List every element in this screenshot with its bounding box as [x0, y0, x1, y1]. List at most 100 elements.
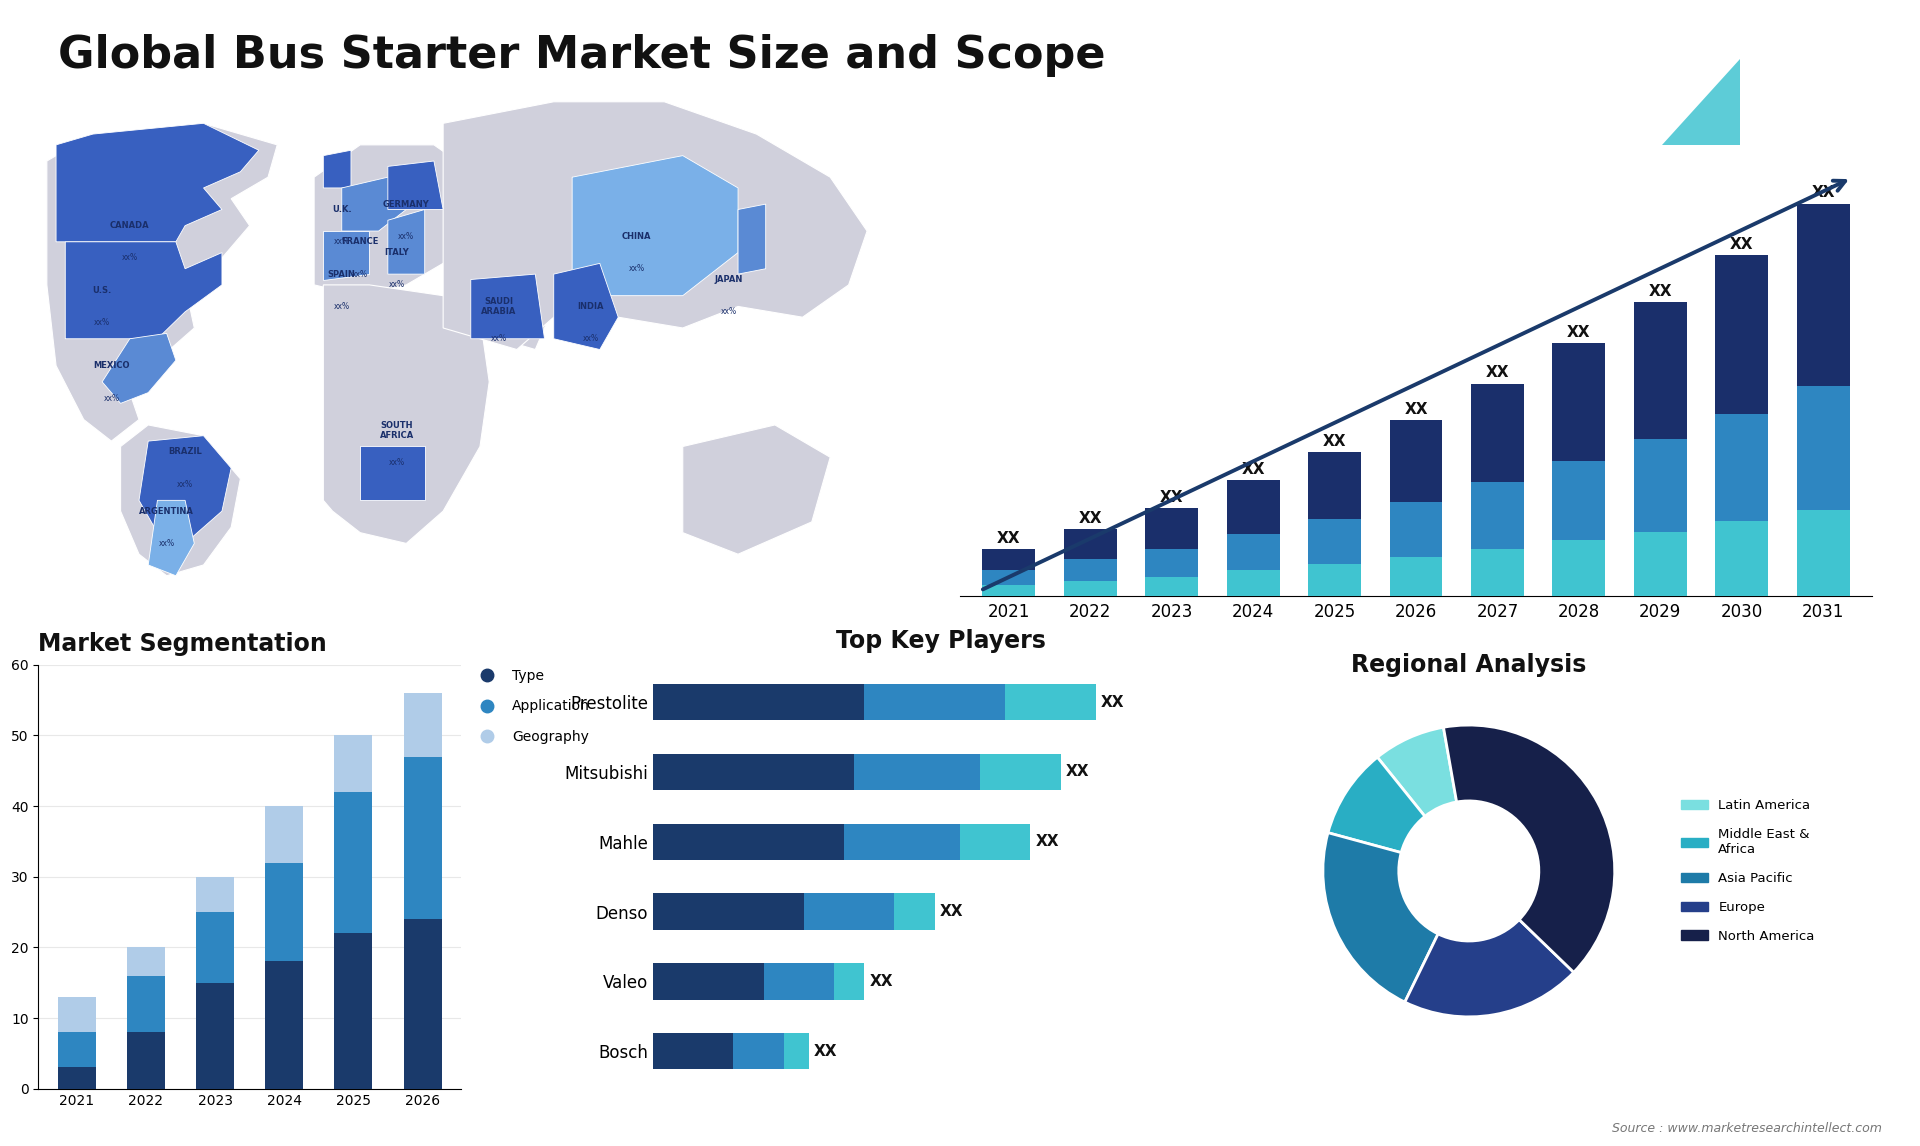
Text: xx%: xx% [390, 458, 405, 468]
Polygon shape [461, 264, 553, 350]
Bar [1006, 684, 1096, 721]
Polygon shape [388, 210, 424, 274]
Text: xx%: xx% [628, 265, 645, 273]
Bar [653, 894, 804, 929]
Bar [653, 754, 854, 790]
Bar [854, 754, 979, 790]
Text: xx%: xx% [582, 335, 599, 344]
Polygon shape [323, 150, 351, 188]
Text: XX: XX [1404, 402, 1428, 417]
Bar [265, 961, 303, 1089]
Title: Regional Analysis: Regional Analysis [1352, 653, 1586, 677]
Legend: Type, Application, Geography: Type, Application, Geography [468, 664, 595, 749]
Text: CANADA: CANADA [109, 221, 150, 230]
Polygon shape [1663, 58, 1740, 144]
Text: xx%: xx% [94, 319, 109, 327]
Bar [653, 824, 845, 860]
Bar [196, 877, 234, 912]
Text: XX: XX [1079, 511, 1102, 526]
Polygon shape [65, 242, 223, 339]
Text: SAUDI
ARABIA: SAUDI ARABIA [480, 297, 516, 316]
Text: xx%: xx% [177, 480, 194, 488]
Bar [1308, 453, 1361, 519]
Bar [1553, 343, 1605, 461]
Polygon shape [470, 274, 545, 339]
Polygon shape [148, 501, 194, 575]
Polygon shape [737, 204, 766, 274]
Bar [1227, 571, 1279, 596]
Wedge shape [1444, 725, 1615, 972]
Bar [1227, 480, 1279, 534]
Bar [833, 964, 864, 999]
Bar [1634, 303, 1688, 439]
Bar [764, 964, 833, 999]
Polygon shape [553, 264, 618, 350]
Bar [1715, 414, 1768, 521]
Bar [403, 919, 442, 1089]
Bar [403, 693, 442, 756]
Text: CHINA: CHINA [622, 231, 651, 241]
Text: xx%: xx% [390, 281, 405, 290]
Bar [1634, 532, 1688, 596]
Text: XX: XX [1567, 324, 1590, 339]
Bar [334, 933, 372, 1089]
Bar [265, 806, 303, 863]
Bar [1144, 508, 1198, 549]
Bar [1390, 557, 1442, 596]
Polygon shape [102, 333, 177, 403]
Bar [1064, 529, 1117, 559]
Polygon shape [323, 285, 490, 543]
Text: BRAZIL: BRAZIL [169, 447, 202, 456]
Polygon shape [121, 425, 240, 575]
Text: XX: XX [996, 531, 1021, 545]
Wedge shape [1377, 728, 1457, 816]
Text: ARGENTINA: ARGENTINA [140, 507, 194, 516]
Title: Top Key Players: Top Key Players [835, 629, 1046, 653]
Polygon shape [323, 231, 369, 280]
Bar [960, 824, 1031, 860]
Bar [653, 964, 764, 999]
Polygon shape [46, 124, 276, 441]
Bar [1715, 521, 1768, 596]
Bar [804, 894, 895, 929]
Bar [983, 571, 1035, 586]
Bar [845, 824, 960, 860]
Bar [334, 736, 372, 792]
Legend: Latin America, Middle East &
Africa, Asia Pacific, Europe, North America: Latin America, Middle East & Africa, Asi… [1676, 794, 1820, 948]
Bar [196, 982, 234, 1089]
Polygon shape [1663, 58, 1740, 144]
Text: XX: XX [1486, 366, 1509, 380]
Polygon shape [388, 160, 444, 210]
Text: xx%: xx% [490, 335, 507, 344]
Text: GERMANY: GERMANY [382, 199, 430, 209]
Text: ITALY: ITALY [384, 248, 409, 257]
Text: xx%: xx% [334, 237, 349, 246]
Bar [334, 792, 372, 933]
Bar [58, 1068, 96, 1089]
Bar [979, 754, 1060, 790]
Polygon shape [342, 178, 407, 231]
Text: INDIA: INDIA [578, 301, 605, 311]
Bar [1797, 204, 1849, 386]
Bar [127, 975, 165, 1033]
Text: XX: XX [939, 904, 964, 919]
Text: Source : www.marketresearchintellect.com: Source : www.marketresearchintellect.com [1611, 1122, 1882, 1135]
Bar [403, 756, 442, 919]
Polygon shape [572, 156, 737, 296]
Bar [1715, 256, 1768, 414]
Polygon shape [56, 124, 259, 242]
Bar [1064, 559, 1117, 581]
Text: xx%: xx% [334, 301, 349, 311]
Bar [1308, 519, 1361, 564]
Text: MARKET
RESEARCH
INTELLECT: MARKET RESEARCH INTELLECT [1803, 78, 1864, 117]
Text: XX: XX [1242, 462, 1265, 477]
Bar [653, 1033, 733, 1069]
Polygon shape [138, 435, 230, 543]
Bar [864, 684, 1006, 721]
Polygon shape [361, 447, 424, 501]
Text: XX: XX [1035, 834, 1060, 849]
Text: XX: XX [814, 1044, 837, 1059]
Wedge shape [1329, 758, 1425, 853]
Text: XX: XX [1160, 489, 1183, 505]
Bar [1064, 581, 1117, 596]
